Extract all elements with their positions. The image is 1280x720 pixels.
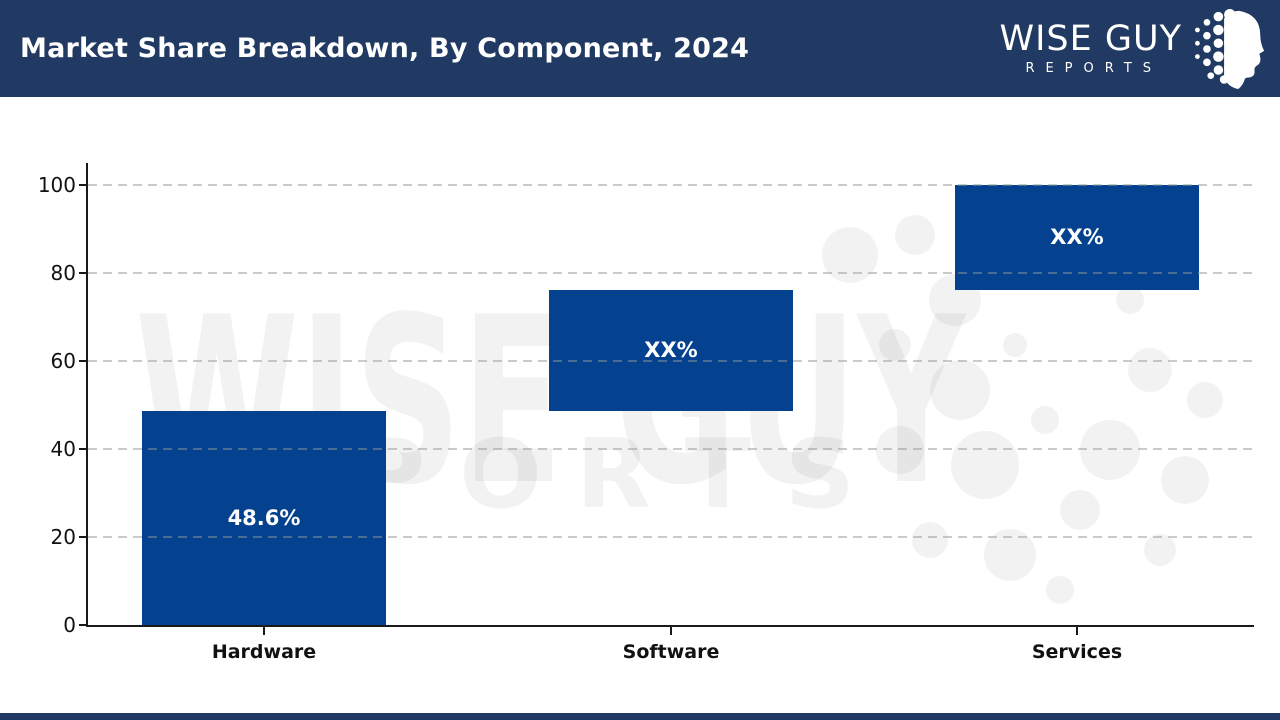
x-tick-services (1076, 627, 1078, 635)
y-tick-0 (79, 624, 86, 626)
y-tick-label-100: 100 (37, 173, 76, 198)
y-tick-label-80: 80 (50, 261, 76, 286)
footer-bar (0, 713, 1280, 720)
x-axis-label-software: Software (622, 641, 720, 663)
page-title: Market Share Breakdown, By Component, 20… (20, 33, 750, 64)
y-tick-label-20: 20 (50, 525, 76, 550)
logo-brand-text: WISE GUY (999, 19, 1182, 60)
y-tick-label-0: 0 (63, 613, 76, 637)
y-tick-20 (79, 536, 86, 539)
y-tick-60 (79, 360, 86, 363)
logo-face-icon (1195, 8, 1265, 89)
y-tick-80 (79, 272, 86, 275)
x-tick-hardware (263, 627, 265, 635)
bar-software: XX% (549, 289, 793, 412)
x-axis-line (86, 625, 1254, 627)
gridline-80 (88, 272, 1254, 275)
bar-services: XX% (955, 185, 1199, 290)
bar-value-label: XX% (644, 338, 698, 363)
bar-value-label: XX% (1050, 225, 1104, 250)
y-tick-label-60: 60 (50, 349, 76, 374)
logo-wordmark: WISE GUY REPORTS (999, 21, 1182, 76)
x-tick-software (670, 627, 672, 635)
gridline-100 (88, 184, 1254, 187)
x-axis-label-services: Services (1031, 641, 1123, 663)
y-tick-100 (79, 184, 86, 187)
x-axis-label-hardware: Hardware (211, 641, 317, 663)
y-axis-line (86, 163, 88, 627)
header: Market Share Breakdown, By Component, 20… (0, 0, 1280, 97)
logo-subtitle-text: REPORTS (1025, 60, 1163, 76)
y-tick-40 (79, 448, 86, 451)
gridline-20 (88, 536, 1254, 539)
gridline-40 (88, 448, 1254, 451)
brand-logo: WISE GUY REPORTS (999, 7, 1266, 91)
bar-hardware: 48.6% (142, 411, 386, 625)
gridline-60 (88, 360, 1254, 363)
bar-value-label: 48.6% (227, 506, 301, 531)
y-tick-label-40: 40 (50, 437, 76, 462)
